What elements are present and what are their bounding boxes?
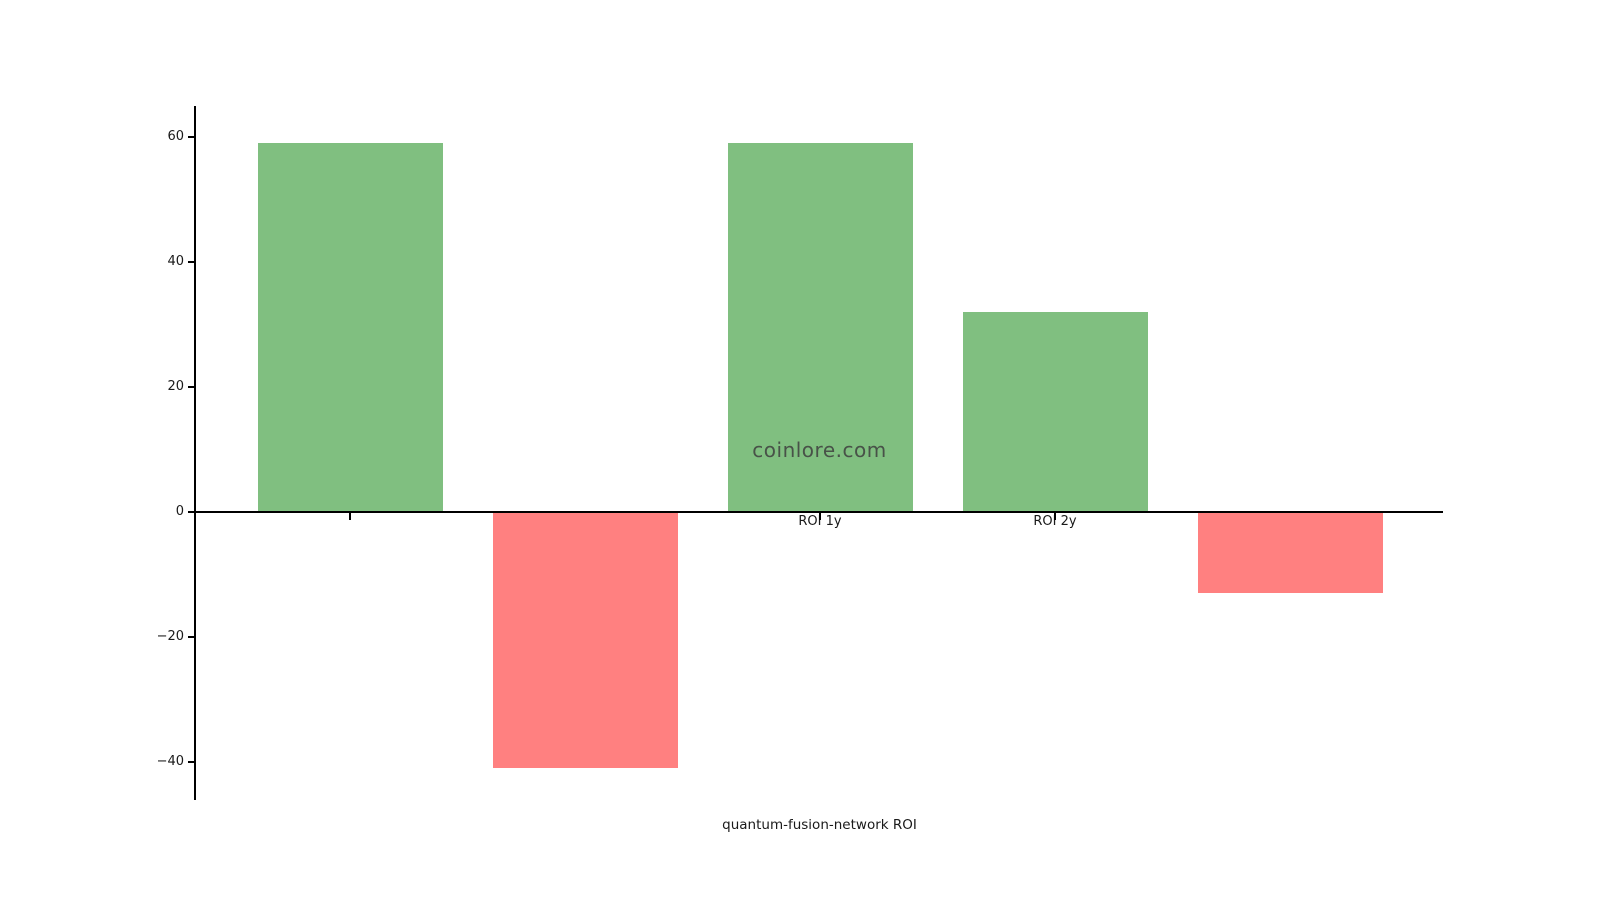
bar <box>1197 512 1383 594</box>
watermark: coinlore.com <box>752 438 887 462</box>
y-tick-mark <box>188 386 194 388</box>
y-tick-label: −40 <box>156 754 184 769</box>
y-tick-mark <box>188 261 194 263</box>
y-tick-label: 40 <box>167 254 184 269</box>
x-tick-mark <box>1054 513 1056 520</box>
bar <box>962 312 1148 512</box>
bar <box>492 512 678 769</box>
y-tick-mark <box>188 511 194 513</box>
y-tick-label: 60 <box>167 129 184 144</box>
y-tick-mark <box>188 136 194 138</box>
y-axis-spine <box>194 105 196 800</box>
y-tick-mark <box>188 636 194 638</box>
x-tick-mark <box>349 513 351 520</box>
x-tick-label: ROI 1y <box>798 514 842 529</box>
x-tick-label: ROI 2y <box>1033 514 1077 529</box>
chart-title: quantum-fusion-network ROI <box>722 817 917 833</box>
y-tick-label: −20 <box>156 629 184 644</box>
x-tick-mark <box>819 513 821 520</box>
bar <box>257 143 443 512</box>
y-tick-mark <box>188 761 194 763</box>
x-axis-zero-line <box>194 511 1443 513</box>
bar <box>727 143 913 512</box>
y-tick-label: 0 <box>175 504 184 519</box>
y-tick-label: 20 <box>167 379 184 394</box>
